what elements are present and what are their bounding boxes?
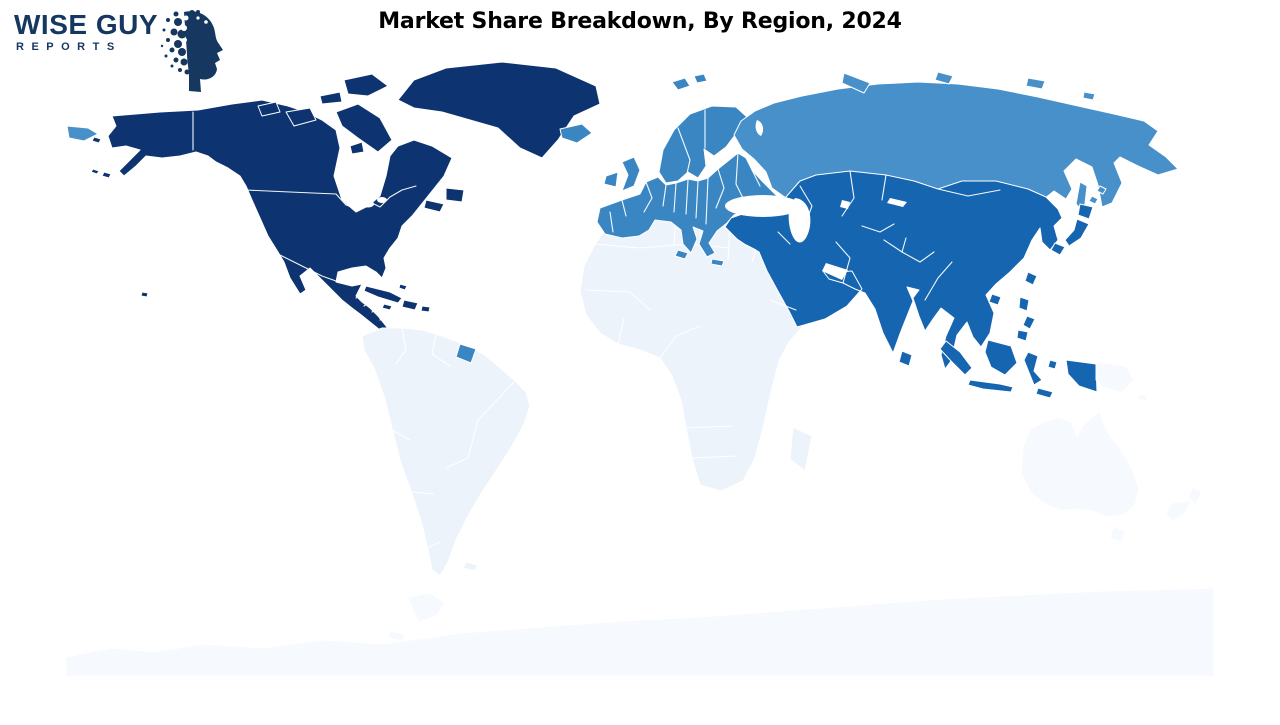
island-philippines-1 [1018,296,1030,312]
island-hispaniola [401,299,419,311]
island-lesser-sunda [1035,387,1054,399]
island-borneo [984,339,1018,376]
island-new-zealand-north [1188,486,1203,505]
landmass-greenland [397,61,601,159]
landmass-south-america [361,327,531,577]
island-bahamas [398,283,408,291]
island-hokkaido [1077,203,1094,220]
region-north-america [90,61,601,339]
island-west-papua [1065,359,1098,393]
black-sea [725,195,801,217]
island-new-zealand-south [1165,500,1193,522]
island-kuril-2 [1096,185,1107,195]
great-lake-3 [377,197,387,203]
island-southampton [349,141,365,155]
island-new-siberian [1025,77,1046,90]
island-wrangel [1082,91,1096,101]
wise-guy-reports-logo: WISE GUY REPORTS [14,10,224,94]
landmass-chukotka-wrap [66,125,99,142]
lake-balkhash [887,198,907,207]
island-papua-new-guinea [1095,361,1135,393]
island-st-lawrence [91,136,102,144]
region-oceania-antarctica [65,361,1215,677]
island-svalbard-2 [693,73,708,84]
territory-french-guiana [455,343,477,364]
landmass-antarctica [65,587,1215,677]
island-svalbard-1 [671,77,691,91]
landmass-north-america-mainland [107,99,453,339]
island-philippines-2 [1022,315,1036,330]
island-madagascar [789,426,813,472]
island-cuba [363,285,403,304]
island-great-britain [621,156,641,192]
island-taiwan [1024,271,1038,286]
caspian-sea [788,198,811,243]
island-sulawesi [1023,351,1043,386]
island-philippines-3 [1016,329,1029,342]
island-java [967,379,1014,393]
island-iceland [559,123,593,144]
region-asia-pacific [724,170,1098,399]
island-puerto-rico [420,305,431,313]
island-kyushu [1050,242,1066,256]
island-victoria [285,107,317,127]
logo-head-icon [160,10,224,92]
island-baffin [335,103,393,153]
island-sri-lanka [898,350,913,367]
island-sumatra [939,340,973,376]
island-falklands [462,561,479,572]
region-europe [455,73,781,364]
island-sicily [674,249,689,260]
island-novaya-zemlya [841,72,871,94]
island-aleutian-2 [90,168,100,175]
island-tasmania [1109,526,1127,543]
island-devon [319,91,343,105]
landmass-antarctic-peninsula [407,592,446,623]
island-crete [710,258,725,267]
persian-gulf [822,263,848,280]
great-lake-1 [345,197,359,205]
region-south-america-africa [361,213,823,577]
island-jamaica [381,303,393,311]
island-antarctic-1 [387,630,406,642]
island-moluccas [1047,359,1058,370]
landmass-scandinavia [658,105,748,184]
island-aleutian-1 [101,171,112,179]
logo-subtext: REPORTS [16,41,122,54]
island-banks [257,101,281,117]
borders-europe [609,109,761,233]
borders-south-america-africa [391,213,737,549]
island-honshu [1064,218,1090,247]
landmass-australia [1020,410,1140,518]
island-hawaii [140,291,149,298]
chart-title: Market Share Breakdown, By Region, 2024 [378,9,902,34]
white-sea [755,120,764,136]
island-hainan [988,293,1002,306]
island-solomons [1137,393,1149,402]
island-nova-scotia [423,199,445,213]
island-newfoundland [445,187,465,203]
great-lake-2 [362,200,374,208]
aral-sea [840,200,850,209]
region-russia [66,71,1179,213]
logo-text: WISE GUY REPORTS [14,9,159,54]
logo-wordmark: WISE GUY [14,9,159,40]
island-kuril-1 [1088,195,1099,205]
island-ellesmere [343,73,389,97]
island-severnaya-zemlya [934,71,954,85]
island-ireland [603,171,619,188]
